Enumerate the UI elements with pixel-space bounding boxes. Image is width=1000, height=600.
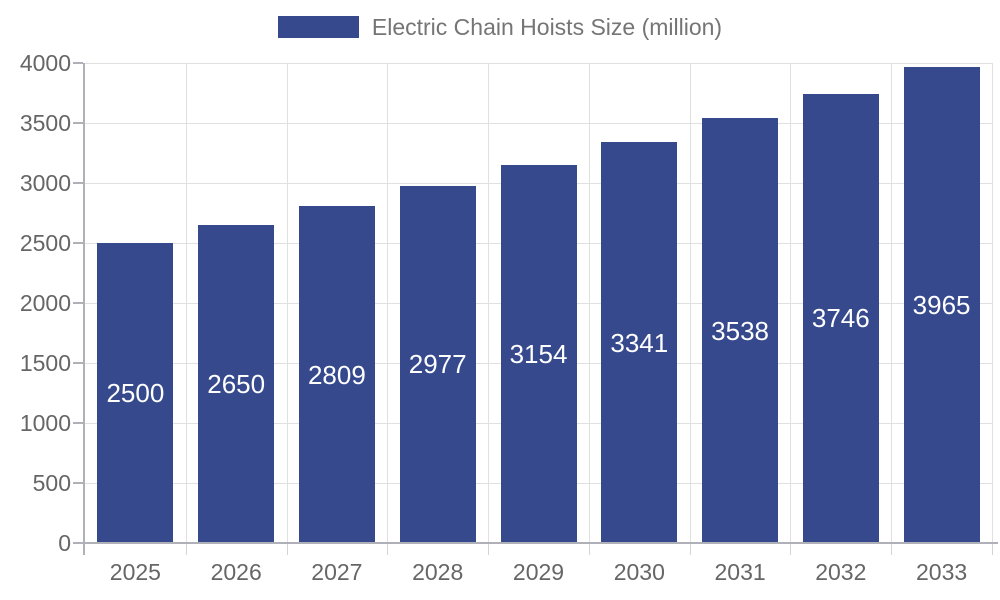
gridline-vertical (387, 63, 389, 543)
bar[interactable] (903, 67, 980, 543)
gridline-vertical (689, 63, 691, 543)
bar-value-label: 3538 (711, 315, 770, 346)
legend-swatch-icon (277, 16, 359, 38)
legend-label: Electric Chain Hoists Size (million) (371, 14, 723, 40)
bar[interactable] (601, 142, 678, 543)
x-axis-label: 2025 (109, 559, 161, 585)
y-axis-tick (73, 122, 83, 124)
gridline-vertical (286, 63, 288, 543)
y-axis-label: 1000 (19, 410, 71, 436)
bar[interactable] (500, 164, 577, 543)
bar-value-label: 3746 (811, 303, 870, 334)
y-axis-tick (73, 422, 83, 424)
legend: Electric Chain Hoists Size (million) (0, 14, 1000, 40)
y-axis-label: 500 (32, 470, 71, 496)
x-axis-tick (790, 544, 792, 555)
bar[interactable] (802, 93, 879, 543)
gridline-vertical (992, 63, 993, 543)
x-axis-tick (488, 544, 490, 555)
y-axis-label: 2000 (19, 290, 71, 316)
y-axis-line (83, 63, 85, 555)
x-axis-tick (891, 544, 893, 555)
gridline-vertical (185, 63, 187, 543)
bar-value-label: 3154 (509, 338, 568, 369)
bar[interactable] (702, 118, 779, 543)
x-axis-tick (387, 544, 389, 555)
bar-value-label: 3965 (912, 290, 971, 321)
x-axis-label: 2033 (916, 559, 968, 585)
bar[interactable] (298, 205, 375, 543)
x-axis-label: 2032 (815, 559, 867, 585)
gridline-vertical (488, 63, 490, 543)
y-axis-tick (73, 482, 83, 484)
x-axis-label: 2030 (613, 559, 665, 585)
bar-value-label: 2809 (307, 359, 366, 390)
y-axis-tick (73, 242, 83, 244)
x-axis-label: 2027 (311, 559, 363, 585)
x-axis-tick (992, 544, 993, 555)
x-axis-label: 2031 (714, 559, 766, 585)
gridline-vertical (891, 63, 893, 543)
gridline-vertical (790, 63, 792, 543)
y-axis-label: 2500 (19, 230, 71, 256)
bar[interactable] (198, 225, 275, 543)
y-axis-tick (73, 362, 83, 364)
y-axis-tick (73, 542, 83, 544)
x-axis-label: 2026 (210, 559, 262, 585)
y-axis-tick (73, 302, 83, 304)
y-axis-label: 4000 (19, 50, 71, 76)
gridline-horizontal (85, 63, 992, 64)
x-axis-tick (185, 544, 187, 555)
bar[interactable] (97, 243, 174, 543)
legend-item[interactable]: Electric Chain Hoists Size (million) (277, 14, 723, 40)
x-axis-label: 2029 (512, 559, 565, 585)
x-axis-label: 2028 (412, 559, 464, 585)
bar-value-label: 2650 (207, 369, 266, 399)
y-axis-tick (73, 182, 83, 184)
y-axis-label: 3000 (19, 170, 71, 196)
y-axis-label: 3500 (19, 110, 71, 136)
x-axis-tick (689, 544, 691, 555)
x-axis-line (83, 542, 998, 544)
y-axis-tick (73, 62, 83, 64)
y-axis-label: 0 (58, 530, 71, 556)
bar-value-label: 3341 (610, 327, 669, 358)
x-axis-tick (286, 544, 288, 555)
y-axis-label: 1500 (19, 350, 71, 376)
bar-value-label: 2500 (106, 378, 165, 408)
x-axis-tick (588, 544, 590, 555)
bar[interactable] (399, 185, 476, 543)
bar-value-label: 2977 (408, 349, 467, 380)
gridline-horizontal (85, 123, 992, 124)
gridline-vertical (588, 63, 590, 543)
